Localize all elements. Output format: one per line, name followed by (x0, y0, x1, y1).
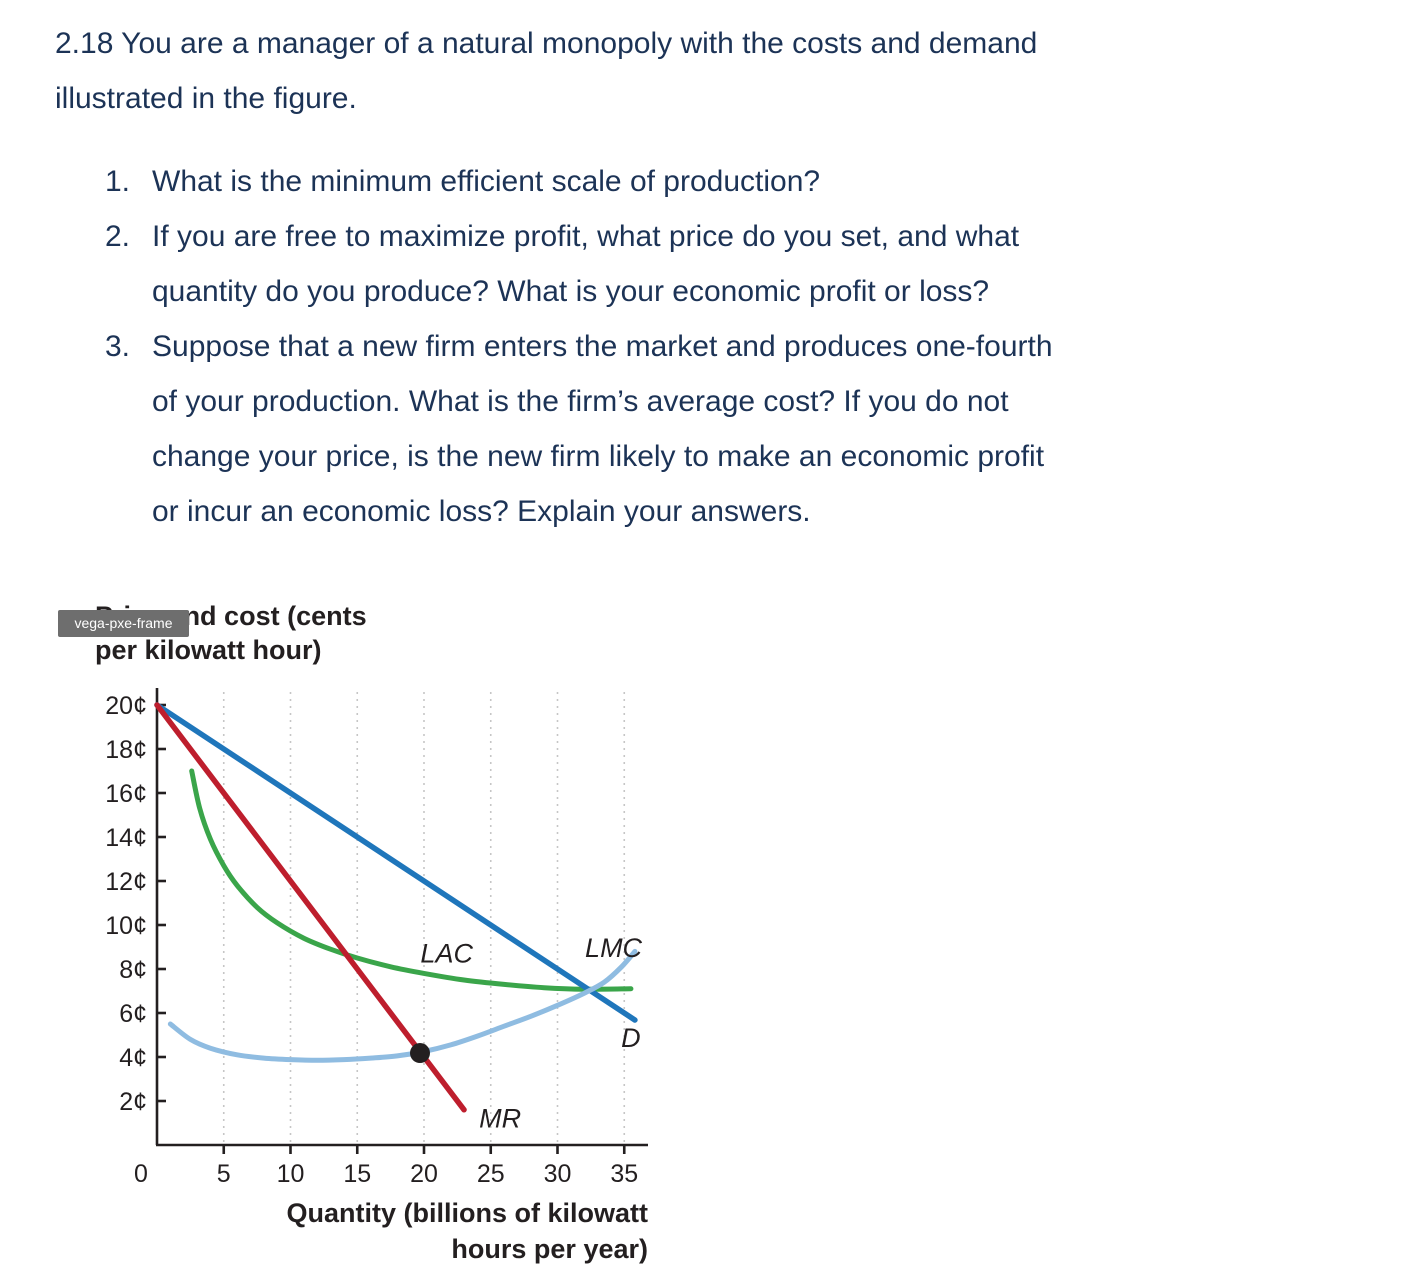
curve-label-mr: MR (479, 1103, 521, 1133)
plot-area: 2¢ 4¢ 6¢ 8¢ 10¢ 12¢ 14¢ 16¢ 18¢ 20¢ 5 10 15 20 25 30 35 0… (105, 688, 648, 1188)
question-text-line: quantity do you produce? What is your ec… (152, 275, 990, 308)
curve-label-lac: LAC (420, 938, 473, 968)
question-text-line: If you are free to maximize profit, what… (152, 220, 1020, 253)
x-axis-title: Quantity (billions of kilowatt hours per… (55, 1195, 649, 1267)
y-tick-label: 2¢ (119, 1088, 147, 1116)
curve-label-d: D (621, 1023, 641, 1053)
y-tick-label: 4¢ (119, 1044, 147, 1072)
y-tick-label: 18¢ (105, 736, 147, 764)
x-tick-label: 15 (343, 1160, 371, 1188)
x-axis-title-line1: Quantity (billions of kilowatt (286, 1198, 649, 1228)
intersection-dot (409, 1043, 430, 1064)
question-text-line: change your price, is the new firm likel… (152, 440, 1045, 473)
x-tick-label: 25 (477, 1160, 505, 1188)
y-tick-label: 8¢ (119, 956, 147, 984)
problem-intro: 2.18 You are a manager of a natural mono… (55, 16, 1365, 126)
x-tick-label: 20 (410, 1160, 438, 1188)
x-tick-label: 30 (544, 1160, 572, 1188)
curve-d (154, 702, 638, 1023)
y-tick-label: 6¢ (119, 1000, 147, 1028)
y-axis-title-line2: per kilowatt hour) (95, 635, 322, 665)
origin-label: 0 (134, 1160, 148, 1188)
question-item: 1. What is the minimum efficient scale of… (55, 154, 1365, 209)
question-number: 2. (105, 220, 131, 253)
x-tick-label: 10 (277, 1160, 305, 1188)
y-tick-label: 20¢ (105, 692, 147, 720)
y-tick-label: 16¢ (105, 780, 147, 808)
inspector-badge: vega-pxe-frame (58, 610, 189, 637)
curve-lac (189, 768, 634, 992)
x-tick-label: 5 (217, 1160, 231, 1188)
intro-line: 2.18 You are a manager of a natural mono… (55, 27, 1038, 60)
question-text-line: What is the minimum efficient scale of p… (152, 165, 821, 198)
x-axis-title-line2: hours per year) (451, 1234, 648, 1264)
question-text-line: of your production. What is the firm’s a… (152, 385, 1009, 418)
question-item: 3. Suppose that a new firm enters the mar… (55, 319, 1365, 539)
y-tick-label: 12¢ (105, 868, 147, 896)
question-text: Suppose that a new firm enters the marke… (152, 319, 1365, 539)
question-text-line: or incur an economic loss? Explain your … (152, 495, 811, 528)
question-list: 1. What is the minimum efficient scale of… (55, 154, 1365, 539)
question-number: 3. (105, 330, 131, 363)
question-text: What is the minimum efficient scale of p… (152, 154, 1365, 209)
question-text: If you are free to maximize profit, what… (152, 209, 1365, 319)
x-tick-label: 35 (610, 1160, 638, 1188)
question-number: 1. (105, 165, 131, 198)
chart-figure: Price and cost (cents per kilowatt hour)… (55, 595, 745, 1279)
curve-mr (154, 702, 467, 1113)
question-item: 2. If you are free to maximize profit, wh… (55, 209, 1365, 319)
y-tick-label: 10¢ (105, 912, 147, 940)
intro-line: illustrated in the figure. (55, 82, 357, 115)
curve-label-lmc: LMC (585, 933, 643, 963)
y-tick-label: 14¢ (105, 824, 147, 852)
question-text-line: Suppose that a new firm enters the marke… (152, 330, 1053, 363)
